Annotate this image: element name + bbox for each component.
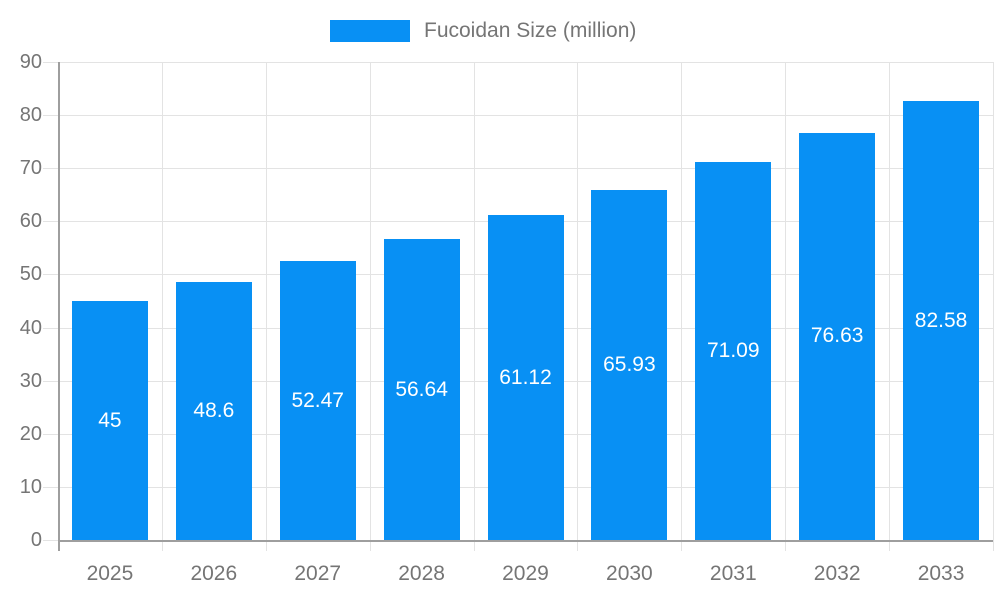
x-axis-baseline — [58, 540, 993, 542]
bar-2029[interactable]: 61.12 — [487, 215, 564, 540]
x-gridline — [265, 62, 267, 551]
bar-value-label: 52.47 — [291, 388, 344, 412]
x-gridline — [993, 62, 994, 551]
bar-value-label: 45 — [98, 408, 122, 432]
x-axis-label: 2032 — [813, 562, 861, 585]
chart-legend: Fucoidan Size (million) — [330, 20, 636, 42]
y-gridline — [43, 62, 993, 63]
x-axis-label: 2033 — [917, 562, 965, 585]
y-axis-line — [58, 62, 60, 551]
x-axis-label: 2029 — [502, 562, 549, 585]
x-axis-label: 2028 — [398, 562, 445, 585]
x-gridline — [889, 62, 891, 551]
y-axis-label: 20 — [19, 422, 42, 445]
bar-2033[interactable]: 82.58 — [903, 101, 980, 540]
x-axis-label: 2025 — [86, 562, 134, 585]
bar-2027[interactable]: 52.47 — [279, 261, 356, 540]
x-gridline — [161, 62, 163, 551]
x-gridline — [369, 62, 371, 551]
bar-2028[interactable]: 56.64 — [383, 239, 460, 540]
x-axis-label: 2030 — [606, 562, 653, 585]
x-axis-label: 2027 — [294, 562, 342, 585]
bar-2025[interactable]: 45 — [71, 301, 148, 540]
bar-value-label: 76.63 — [810, 324, 864, 348]
y-axis-label: 50 — [19, 263, 42, 286]
bar-value-label: 56.64 — [395, 377, 448, 401]
bar-value-label: 61.12 — [499, 365, 552, 389]
y-axis-label: 70 — [19, 157, 42, 180]
legend-swatch-icon — [330, 20, 410, 42]
y-axis-label: 80 — [19, 104, 42, 127]
x-gridline — [577, 62, 579, 551]
bar-value-label: 65.93 — [603, 352, 656, 376]
y-gridline — [43, 115, 993, 117]
bar-2032[interactable]: 76.63 — [799, 133, 876, 540]
bar-value-label: 82.58 — [914, 308, 968, 332]
x-gridline — [681, 62, 683, 551]
bar-value-label: 48.6 — [193, 398, 235, 422]
y-axis-label: 40 — [19, 316, 42, 339]
y-axis-label: 10 — [19, 475, 42, 498]
y-axis-label: 90 — [19, 51, 42, 73]
y-axis-label: 0 — [30, 529, 42, 551]
bar-2031[interactable]: 71.09 — [695, 162, 772, 540]
x-axis-label: 2026 — [190, 562, 238, 585]
x-gridline — [785, 62, 787, 551]
legend-label: Fucoidan Size (million) — [424, 19, 637, 42]
x-gridline — [473, 62, 475, 551]
y-gridline — [43, 168, 993, 170]
bar-2030[interactable]: 65.93 — [591, 189, 668, 540]
bar-2026[interactable]: 48.6 — [175, 281, 252, 540]
y-axis-label: 60 — [19, 210, 42, 233]
bar-value-label: 71.09 — [706, 339, 760, 363]
x-axis-label: 2031 — [709, 562, 757, 585]
y-axis-label: 30 — [19, 369, 42, 392]
